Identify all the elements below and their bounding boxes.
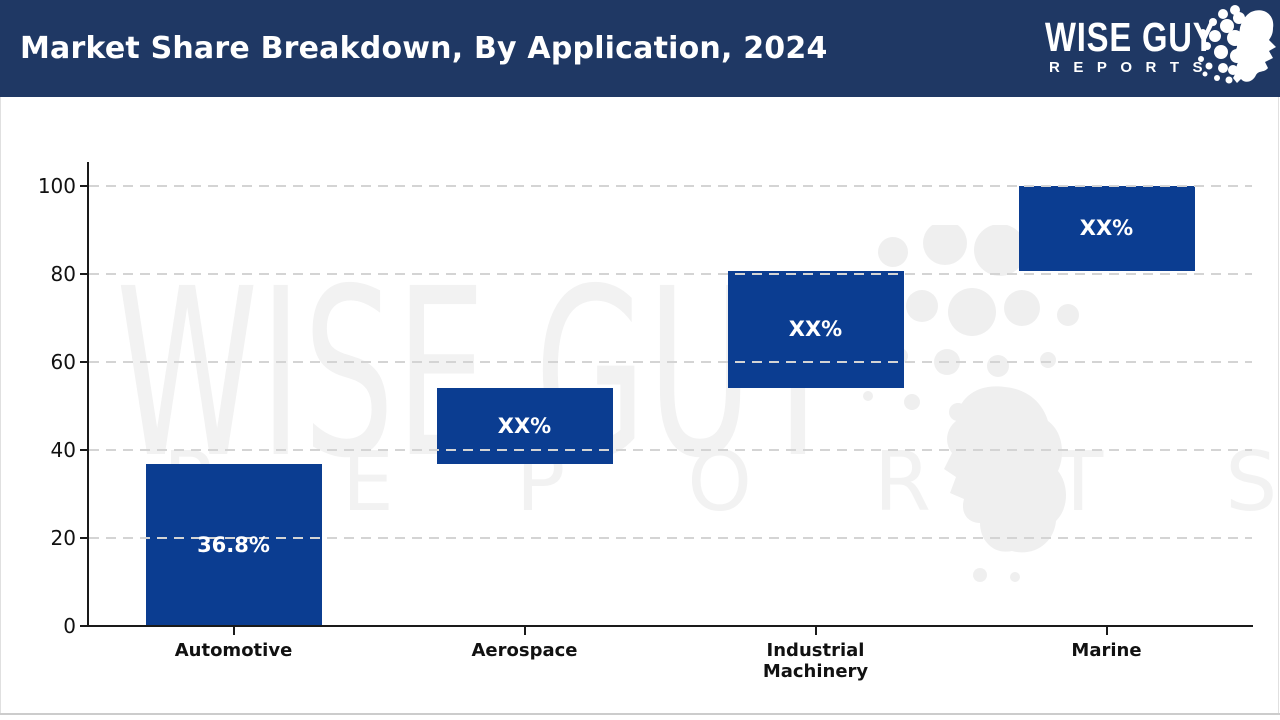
gridline-80 [89, 273, 1252, 275]
y-tick-60 [80, 361, 88, 363]
y-tick-100 [80, 185, 88, 187]
x-tick-1 [232, 627, 235, 635]
x-tick-4 [1105, 627, 1108, 635]
y-tick-label-40: 40 [50, 438, 76, 462]
gridline-60 [89, 361, 1252, 363]
bar-value-label: XX% [497, 413, 552, 438]
header: Market Share Breakdown, By Application, … [0, 0, 1280, 97]
bar-automotive [145, 464, 322, 626]
y-tick-20 [80, 537, 88, 539]
y-tick-label-60: 60 [50, 350, 76, 374]
bar-value-label: XX% [788, 317, 843, 342]
y-tick-40 [80, 449, 88, 451]
gridline-100 [89, 185, 1252, 187]
x-category-label: Automotive [174, 640, 293, 661]
brand-logo-name: WISE GUY [1045, 14, 1216, 60]
y-tick-label-0: 0 [63, 614, 76, 638]
chart-area: WISE GUY R E P O R T S 0 20 40 60 80 100 36.8%… [0, 97, 1280, 720]
x-category-label: Industrial Machinery [762, 640, 869, 682]
page-title: Market Share Breakdown, By Application, … [20, 31, 828, 66]
y-tick-label-20: 20 [50, 526, 76, 550]
x-category-label: Marine [1071, 640, 1142, 661]
brand-logo-subtitle: REPORTS [1049, 59, 1217, 76]
y-tick-80 [80, 273, 88, 275]
bar-aerospace [436, 387, 613, 465]
card-bottom-border [0, 713, 1280, 715]
gridline-20 [89, 537, 1252, 539]
bar-marine [1018, 186, 1195, 271]
y-tick-0 [80, 625, 88, 627]
x-axis [87, 625, 1253, 627]
y-tick-label-100: 100 [37, 174, 76, 198]
gridline-40 [89, 449, 1252, 451]
bar-value-label: 36.8% [197, 533, 270, 558]
bar-industrial-machinery [727, 270, 904, 388]
card-right-border [1278, 97, 1279, 714]
y-tick-label-80: 80 [50, 262, 76, 286]
x-category-label: Aerospace [471, 640, 578, 661]
watermark-text-row2: R E P O R T S [163, 435, 1280, 530]
y-axis [87, 162, 89, 627]
bar-value-label: XX% [1079, 216, 1134, 241]
card-left-border [0, 97, 1, 714]
x-tick-3 [814, 627, 817, 635]
x-tick-2 [523, 627, 526, 635]
brand-head-icon [1198, 5, 1276, 84]
